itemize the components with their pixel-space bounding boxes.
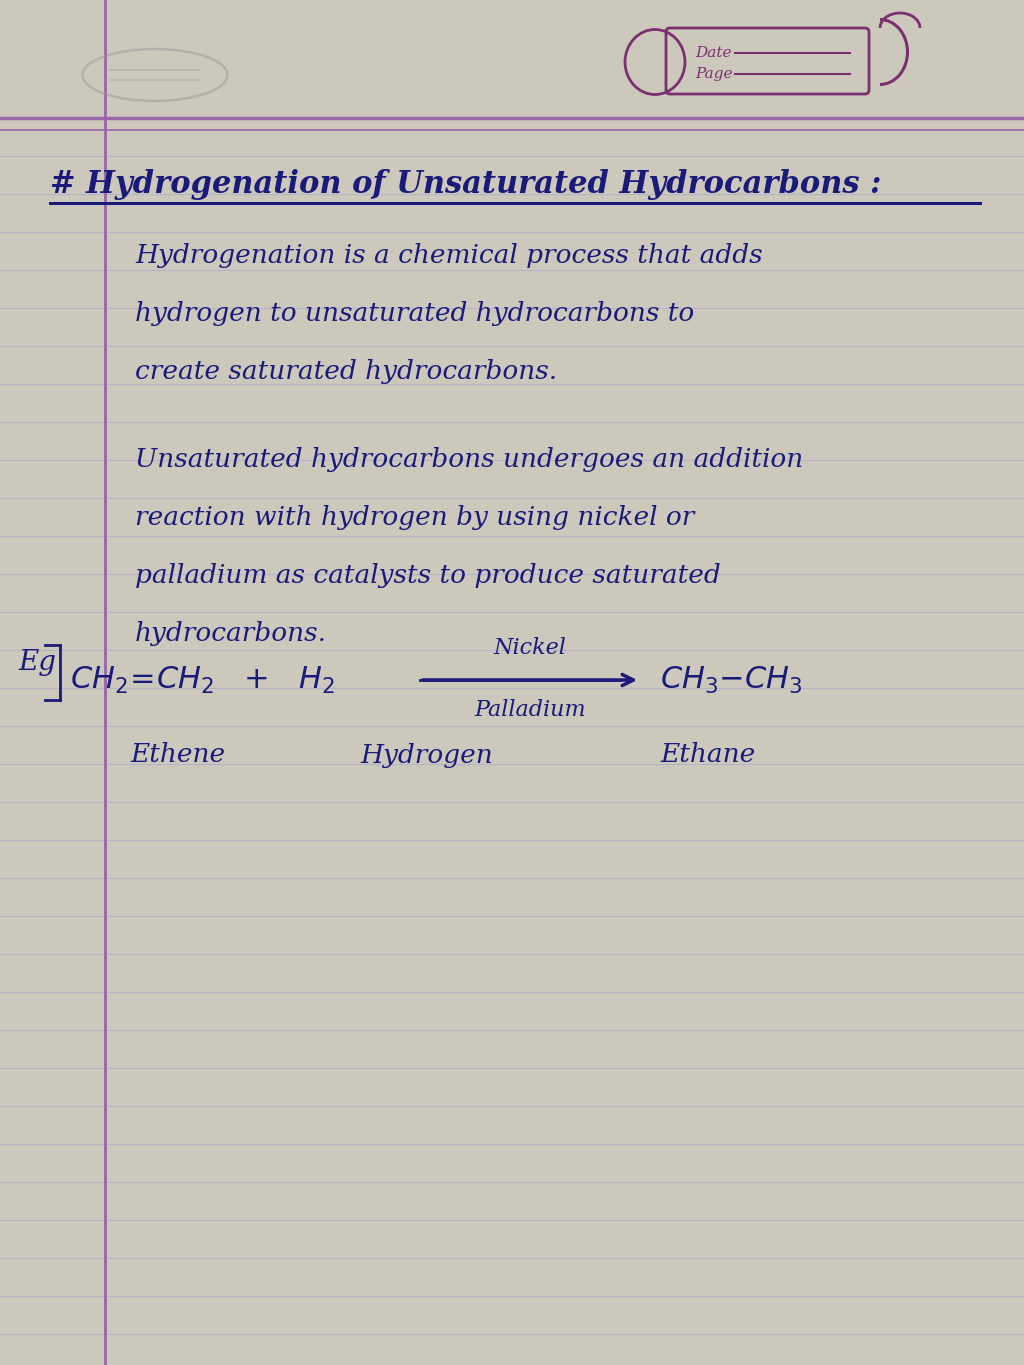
Text: hydrocarbons.: hydrocarbons. [135,621,327,647]
Text: reaction with hydrogen by using nickel or: reaction with hydrogen by using nickel o… [135,505,694,531]
Text: Nickel: Nickel [494,637,566,659]
Text: Ethene: Ethene [130,743,225,767]
Text: Hydrogenation is a chemical process that adds: Hydrogenation is a chemical process that… [135,243,763,268]
Text: Palladium: Palladium [474,699,586,721]
Text: create saturated hydrocarbons.: create saturated hydrocarbons. [135,359,557,384]
Text: Date: Date [695,46,731,60]
Text: Eg: Eg [18,648,56,676]
Text: $CH_2\!=\!CH_2$   $+$   $H_2$: $CH_2\!=\!CH_2$ $+$ $H_2$ [70,665,335,696]
Text: Unsaturated hydrocarbons undergoes an addition: Unsaturated hydrocarbons undergoes an ad… [135,448,803,472]
Text: palladium as catalysts to produce saturated: palladium as catalysts to produce satura… [135,564,721,588]
Text: hydrogen to unsaturated hydrocarbons to: hydrogen to unsaturated hydrocarbons to [135,300,694,325]
Text: Hydrogen: Hydrogen [360,743,493,767]
Text: # Hydrogenation of Unsaturated Hydrocarbons :: # Hydrogenation of Unsaturated Hydrocarb… [50,169,882,201]
Text: $CH_3$$-$$CH_3$: $CH_3$$-$$CH_3$ [660,665,803,696]
Text: Page: Page [695,67,732,81]
Text: Ethane: Ethane [660,743,756,767]
